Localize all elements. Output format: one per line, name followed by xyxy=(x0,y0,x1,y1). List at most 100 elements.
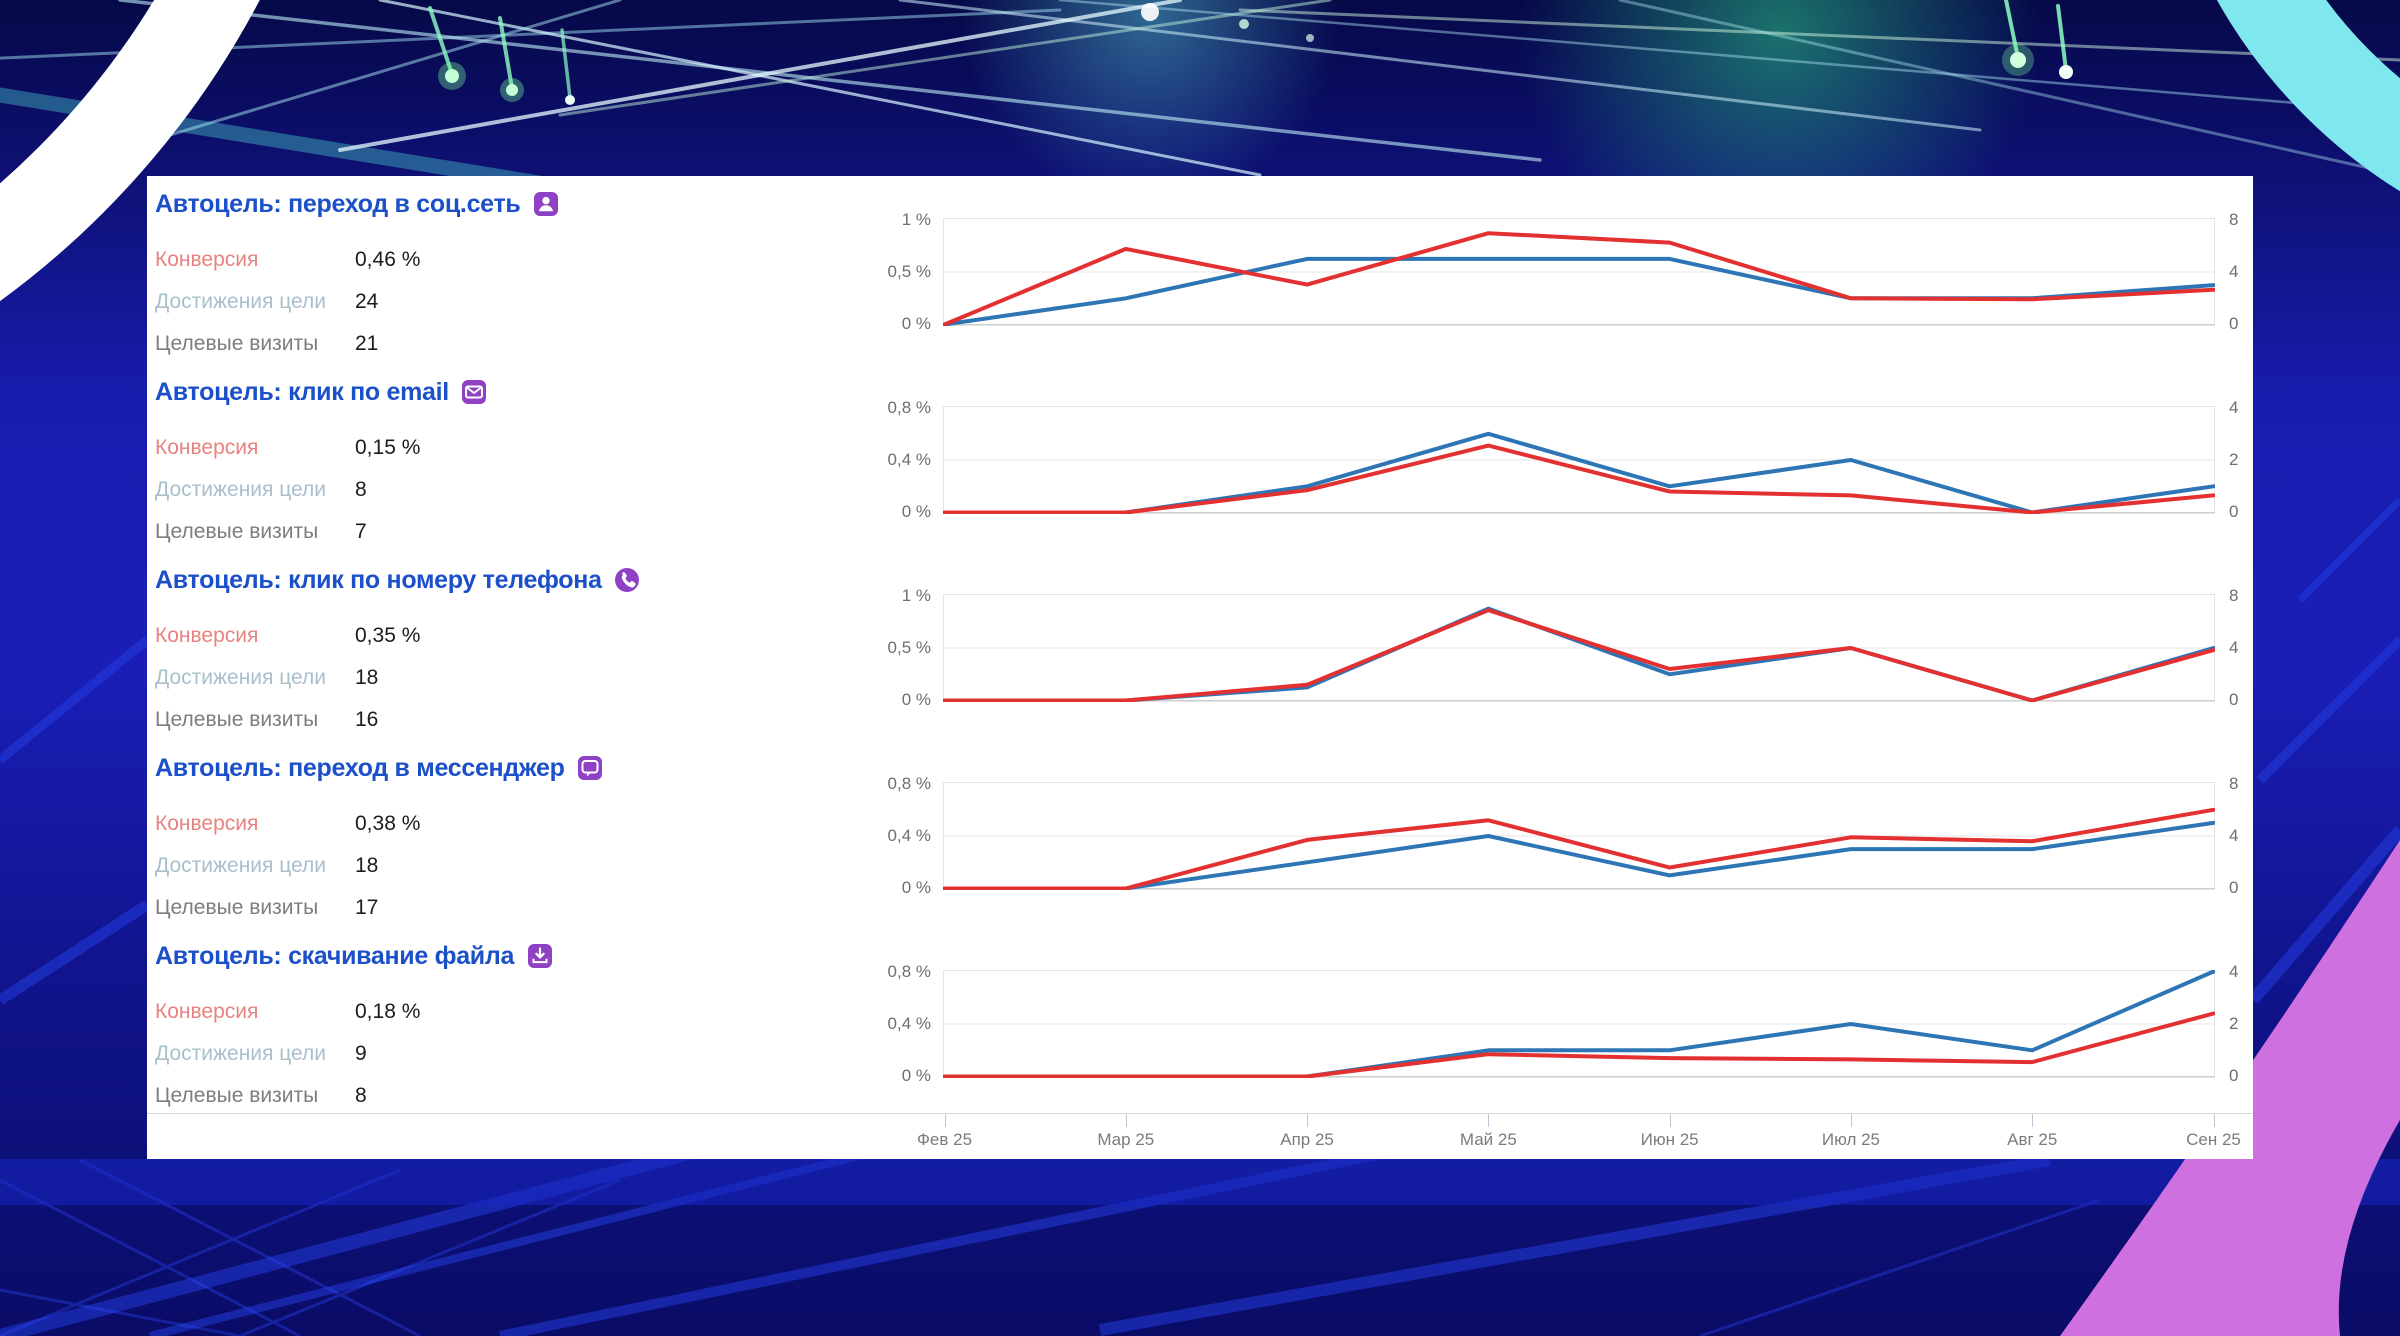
y-axis-label-right: 0 xyxy=(2229,878,2239,897)
y-axis-label-left: 0,4 % xyxy=(887,450,931,469)
goal-chart: 1 % 0,5 % 0 % 8 4 0 xyxy=(888,586,2239,709)
conversion-value: 0,15 % xyxy=(355,436,421,459)
y-axis-label-left: 0,4 % xyxy=(887,826,931,845)
month-label: Апр 25 xyxy=(1280,1130,1334,1149)
y-axis-label-left: 0,8 % xyxy=(887,962,931,981)
reaches-value: 8 xyxy=(355,478,367,501)
goal-row: Автоцель: скачивание файла Конверсия 0,18… xyxy=(147,942,2253,1130)
metric-row-reaches: Достижения цели 9 xyxy=(155,1042,367,1066)
reaches-value: 9 xyxy=(355,1042,367,1065)
month-tick: Авг 25 xyxy=(2007,1114,2057,1149)
messenger-icon xyxy=(578,756,603,780)
visits-label: Целевые визиты xyxy=(155,332,319,355)
y-axis-label-left: 0,4 % xyxy=(887,1014,931,1033)
light-band xyxy=(0,1159,2400,1205)
visits-value: 7 xyxy=(355,520,367,543)
month-label: Авг 25 xyxy=(2007,1130,2058,1149)
goal-row: Автоцель: клик по email Конверсия 0,15 % … xyxy=(147,378,2253,566)
goal-title-link[interactable]: Автоцель: клик по номеру телефона xyxy=(155,566,602,594)
visits-label: Целевые визиты xyxy=(155,708,319,731)
line-chart xyxy=(943,782,2215,890)
visits-label: Целевые визиты xyxy=(155,1084,319,1107)
reaches-label: Достижения цели xyxy=(155,290,327,313)
y-axis-label-left: 0 % xyxy=(901,314,931,333)
conversion-value: 0,18 % xyxy=(355,1000,421,1023)
metric-row-conversion: Конверсия 0,35 % xyxy=(155,624,420,648)
goal-title-link[interactable]: Автоцель: переход в мессенджер xyxy=(155,754,565,782)
month-label: Сен 25 xyxy=(2186,1130,2241,1149)
metric-row-conversion: Конверсия 0,38 % xyxy=(155,812,420,836)
y-axis-label-right: 0 xyxy=(2229,1066,2239,1085)
visits-label: Целевые визиты xyxy=(155,520,319,543)
reaches-value: 18 xyxy=(355,666,379,689)
goal-title-link[interactable]: Автоцель: клик по email xyxy=(155,378,449,406)
goal-title-link[interactable]: Автоцель: переход в соц.сеть xyxy=(155,190,521,218)
y-axis-label-left: 0 % xyxy=(901,502,931,521)
shared-x-axis: Фев 25 Мар 25 Апр 25 Май 25 Июн 25 Июл 25 Авг … xyxy=(147,1113,2253,1159)
month-label: Фев 25 xyxy=(916,1130,973,1149)
x-axis-line xyxy=(147,1113,2253,1114)
reaches-label: Достижения цели xyxy=(155,854,327,877)
y-axis-label-left: 0,8 % xyxy=(887,774,931,793)
goals-report-panel: Автоцель: переход в соц.сеть Конверсия 0,… xyxy=(147,176,2253,1159)
month-label: Июн 25 xyxy=(1640,1130,1699,1149)
month-label: Май 25 xyxy=(1459,1130,1517,1149)
goal-header: Автоцель: клик по email xyxy=(155,378,487,407)
month-tick: Июн 25 xyxy=(1641,1114,1699,1149)
month-tick: Фев 25 xyxy=(917,1114,972,1149)
metric-row-reaches: Достижения цели 18 xyxy=(155,854,378,878)
metric-row-visits: Целевые визиты 8 xyxy=(155,1084,367,1108)
visits-value: 17 xyxy=(355,896,379,919)
month-label: Мар 25 xyxy=(1097,1130,1155,1149)
visits-label: Целевые визиты xyxy=(155,896,319,919)
phone-icon xyxy=(615,568,640,592)
conversion-label: Конверсия xyxy=(155,436,259,459)
reaches-label: Достижения цели xyxy=(155,1042,327,1065)
y-axis-label-right: 4 xyxy=(2229,262,2239,281)
y-axis-label-right: 8 xyxy=(2229,774,2239,793)
line-chart xyxy=(943,218,2215,326)
y-axis-label-right: 8 xyxy=(2229,586,2239,605)
conversion-label: Конверсия xyxy=(155,248,259,271)
download-icon xyxy=(527,944,552,968)
month-tick: Апр 25 xyxy=(1280,1114,1334,1149)
y-axis-label-left: 0 % xyxy=(901,1066,931,1085)
goal-chart: 0,8 % 0,4 % 0 % 4 2 0 xyxy=(888,398,2239,521)
visits-value: 8 xyxy=(355,1084,367,1107)
metric-row-conversion: Конверсия 0,15 % xyxy=(155,436,420,460)
metric-row-visits: Целевые визиты 21 xyxy=(155,332,378,356)
metric-row-reaches: Достижения цели 18 xyxy=(155,666,378,690)
conversion-value: 0,38 % xyxy=(355,812,421,835)
y-axis-label-left: 1 % xyxy=(901,210,931,229)
y-axis-label-right: 2 xyxy=(2229,1014,2239,1033)
y-axis-label-left: 0 % xyxy=(901,690,931,709)
visits-value: 16 xyxy=(355,708,379,731)
month-tick: Мар 25 xyxy=(1097,1114,1154,1149)
user-icon xyxy=(533,192,558,216)
y-axis-label-right: 4 xyxy=(2229,638,2239,657)
y-axis-label-right: 0 xyxy=(2229,690,2239,709)
metric-row-conversion: Конверсия 0,18 % xyxy=(155,1000,420,1024)
y-axis-label-left: 0,5 % xyxy=(887,638,931,657)
y-axis-label-right: 2 xyxy=(2229,450,2239,469)
y-axis-label-right: 0 xyxy=(2229,502,2239,521)
reaches-value: 18 xyxy=(355,854,379,877)
metric-row-visits: Целевые визиты 7 xyxy=(155,520,367,544)
email-icon xyxy=(462,380,487,404)
goal-row: Автоцель: переход в мессенджер Конверсия… xyxy=(147,754,2253,942)
goal-header: Автоцель: переход в соц.сеть xyxy=(155,190,558,219)
y-axis-label-left: 1 % xyxy=(901,586,931,605)
goal-row: Автоцель: клик по номеру телефона Конвер… xyxy=(147,566,2253,754)
y-axis-label-right: 0 xyxy=(2229,314,2239,333)
y-axis-label-left: 0,8 % xyxy=(887,398,931,417)
month-tick: Июл 25 xyxy=(1822,1114,1880,1149)
violet-band-decoration xyxy=(2060,840,2400,1336)
conversion-label: Конверсия xyxy=(155,812,259,835)
y-axis-label-right: 4 xyxy=(2229,962,2239,981)
goal-title-link[interactable]: Автоцель: скачивание файла xyxy=(155,942,515,970)
line-chart xyxy=(943,970,2215,1078)
goal-row: Автоцель: переход в соц.сеть Конверсия 0,… xyxy=(147,190,2253,378)
conversion-label: Конверсия xyxy=(155,624,259,647)
metric-row-reaches: Достижения цели 24 xyxy=(155,290,378,314)
